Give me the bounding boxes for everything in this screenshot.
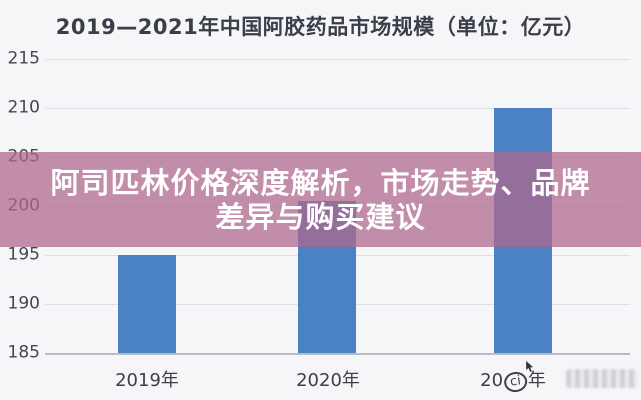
y-tick-label-185: 185 xyxy=(7,342,40,363)
x-tick-2021-prefix: 20 xyxy=(480,370,504,391)
gridline xyxy=(45,59,630,60)
headline-line-2: 差异与购买建议 xyxy=(215,199,426,234)
circled-text: ci xyxy=(502,370,529,394)
chart-title: 2019—2021年中国阿胶药品市场规模（单位：亿元） xyxy=(55,15,586,39)
x-tick-2021-circled-wrap: ci xyxy=(502,361,533,394)
y-tick-label-190: 190 xyxy=(7,293,40,314)
bar-2019 xyxy=(118,255,176,353)
x-axis-baseline xyxy=(45,353,630,355)
x-tick-2021-suffix: 年 xyxy=(527,370,546,391)
y-tick-label-215: 215 xyxy=(7,48,40,69)
y-tick-label-210: 210 xyxy=(7,97,40,118)
watermark-blur xyxy=(566,369,638,388)
headline-banner: 阿司匹林价格深度解析，市场走势、品牌 差异与购买建议 xyxy=(0,152,641,247)
headline-line-1: 阿司匹林价格深度解析，市场走势、品牌 xyxy=(50,165,591,200)
x-tick-2019: 2019年 xyxy=(115,370,179,391)
x-tick-2020: 2020年 xyxy=(296,370,360,391)
cursor-icon xyxy=(525,361,533,372)
gridline xyxy=(45,108,630,109)
y-tick-label-195: 195 xyxy=(7,244,40,265)
x-tick-2021: 20 ci 年 xyxy=(480,361,546,394)
